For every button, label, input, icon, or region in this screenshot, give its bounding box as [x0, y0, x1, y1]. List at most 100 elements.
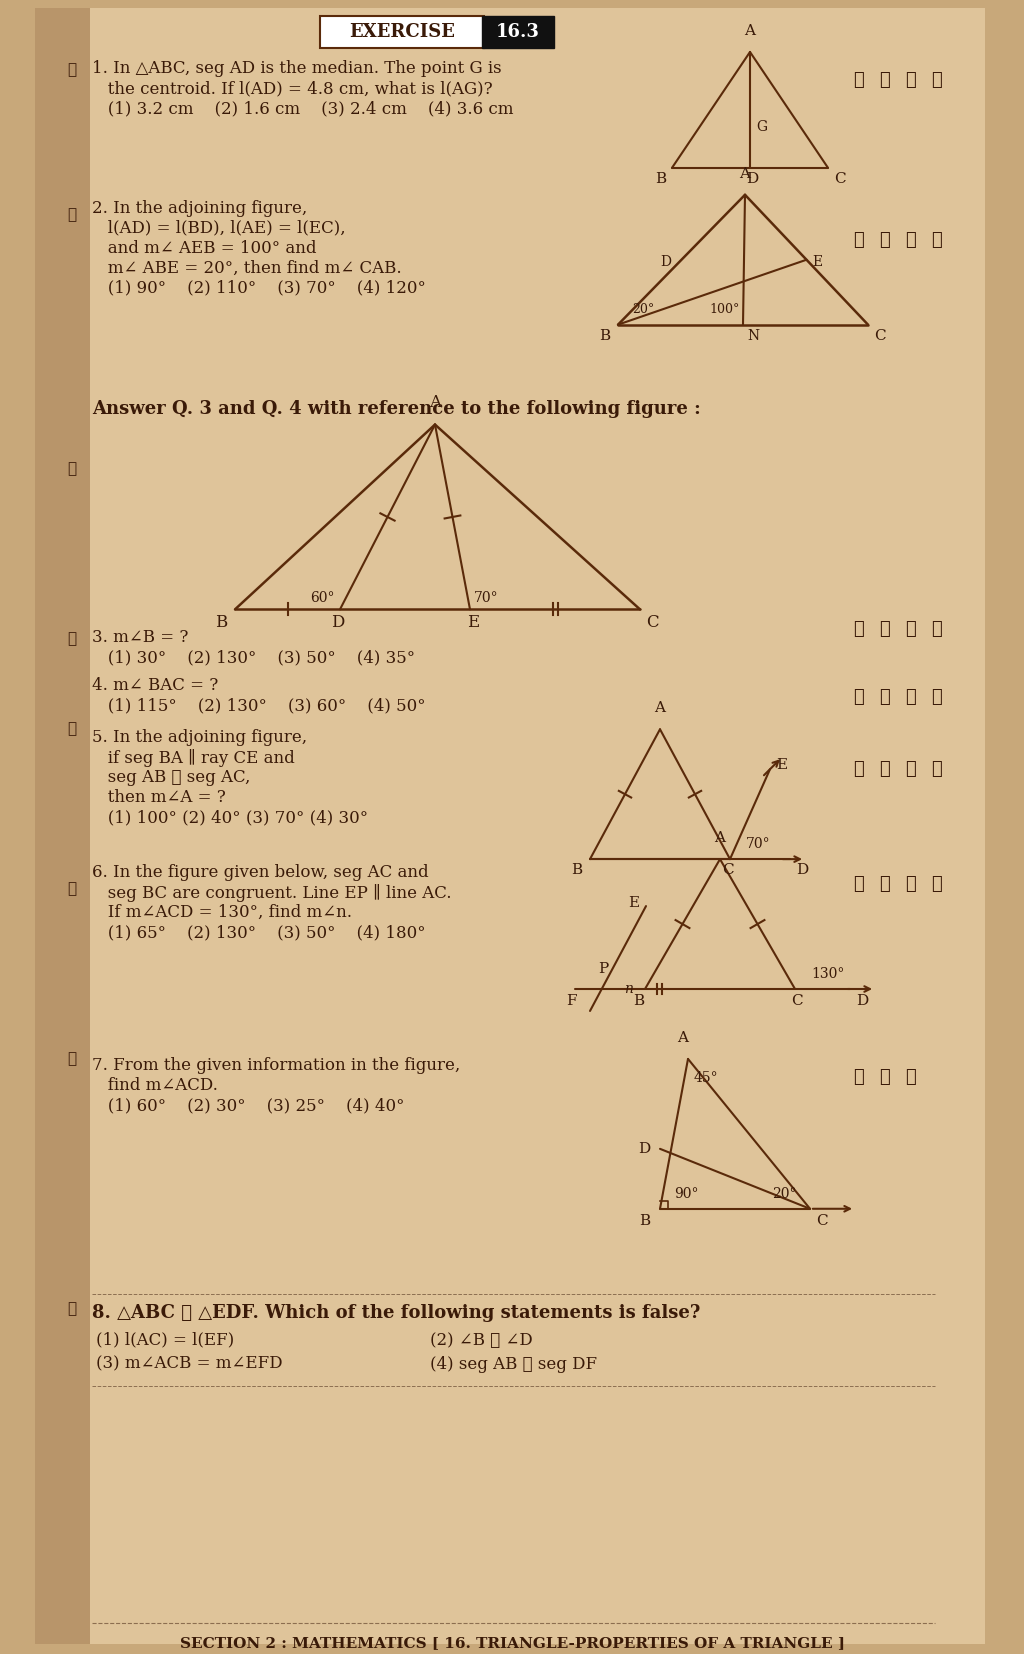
Text: find m∠ACD.: find m∠ACD. [92, 1077, 218, 1093]
Text: 1. In △ABC, seg AD is the median. The point G is: 1. In △ABC, seg AD is the median. The po… [92, 60, 502, 78]
Text: B: B [655, 172, 666, 185]
Text: P: P [598, 963, 608, 976]
Text: ①: ① [853, 875, 863, 893]
Text: (1) l(AC) = l(EF): (1) l(AC) = l(EF) [96, 1331, 234, 1348]
Text: 20°: 20° [772, 1188, 797, 1201]
Text: ④: ④ [68, 723, 77, 736]
FancyBboxPatch shape [482, 17, 554, 48]
Text: B: B [634, 994, 644, 1007]
Text: 5. In the adjoining figure,: 5. In the adjoining figure, [92, 729, 307, 746]
Text: C: C [834, 172, 846, 185]
Text: then m∠A = ?: then m∠A = ? [92, 789, 225, 805]
Text: 6. In the figure given below, seg AC and: 6. In the figure given below, seg AC and [92, 863, 429, 882]
Text: 7. From the given information in the figure,: 7. From the given information in the fig… [92, 1057, 460, 1073]
Text: ④: ④ [931, 232, 941, 248]
Text: 60°: 60° [309, 592, 334, 605]
Text: A: A [678, 1030, 688, 1045]
Text: (2) ∠B ≅ ∠D: (2) ∠B ≅ ∠D [430, 1331, 532, 1348]
Text: A: A [744, 23, 756, 38]
Text: D: D [856, 994, 868, 1007]
Text: B: B [639, 1214, 650, 1227]
Text: F: F [566, 994, 577, 1007]
Text: ③: ③ [904, 71, 915, 89]
Text: 8. △ABC ≅ △EDF. Which of the following statements is false?: 8. △ABC ≅ △EDF. Which of the following s… [92, 1303, 700, 1322]
Text: 90°: 90° [674, 1188, 698, 1201]
Text: E: E [629, 896, 640, 910]
Text: and m∠ AEB = 100° and: and m∠ AEB = 100° and [92, 240, 316, 256]
Text: (1) 90°    (2) 110°    (3) 70°    (4) 120°: (1) 90° (2) 110° (3) 70° (4) 120° [92, 280, 426, 296]
Text: seg AB ≅ seg AC,: seg AB ≅ seg AC, [92, 769, 251, 786]
Text: E: E [467, 614, 479, 632]
Text: ④: ④ [68, 463, 77, 476]
Text: 2. In the adjoining figure,: 2. In the adjoining figure, [92, 200, 307, 217]
Text: the centroid. If l(AD) = 4.8 cm, what is l(AG)?: the centroid. If l(AD) = 4.8 cm, what is… [92, 79, 493, 98]
Text: l(AD) = l(BD), l(AE) = l(EC),: l(AD) = l(BD), l(AE) = l(EC), [92, 220, 346, 237]
Text: If m∠ACD = 130°, find m∠n.: If m∠ACD = 130°, find m∠n. [92, 905, 352, 921]
Text: SECTION 2 : MATHEMATICS [ 16. TRIANGLE-PROPERTIES OF A TRIANGLE ]: SECTION 2 : MATHEMATICS [ 16. TRIANGLE-P… [179, 1636, 845, 1651]
Text: 20°: 20° [632, 303, 654, 316]
Text: ①: ① [853, 761, 863, 779]
Text: ④: ④ [931, 761, 941, 779]
Text: (1) 65°    (2) 130°    (3) 50°    (4) 180°: (1) 65° (2) 130° (3) 50° (4) 180° [92, 925, 426, 941]
Text: ①: ① [853, 71, 863, 89]
Text: (1) 60°    (2) 30°    (3) 25°    (4) 40°: (1) 60° (2) 30° (3) 25° (4) 40° [92, 1097, 404, 1113]
Text: ②: ② [879, 761, 890, 779]
Text: D: D [332, 614, 345, 632]
Text: E: E [776, 758, 787, 772]
Text: ④: ④ [68, 1302, 77, 1315]
Text: N: N [746, 329, 759, 342]
Text: n: n [624, 982, 633, 996]
Text: ④: ④ [68, 882, 77, 896]
Text: ③: ③ [904, 620, 915, 638]
Text: E: E [812, 255, 822, 268]
Text: EXERCISE: EXERCISE [349, 23, 455, 41]
Text: 4. m∠ BAC = ?: 4. m∠ BAC = ? [92, 676, 218, 695]
Text: (1) 100° (2) 40° (3) 70° (4) 30°: (1) 100° (2) 40° (3) 70° (4) 30° [92, 809, 368, 827]
Text: 16.3: 16.3 [496, 23, 540, 41]
Text: ③: ③ [904, 688, 915, 706]
Text: 70°: 70° [746, 837, 771, 852]
Text: ②: ② [879, 232, 890, 248]
Text: ④: ④ [68, 1052, 77, 1065]
Text: D: D [796, 863, 808, 877]
Text: m∠ ABE = 20°, then find m∠ CAB.: m∠ ABE = 20°, then find m∠ CAB. [92, 260, 401, 276]
Text: ①: ① [853, 620, 863, 638]
Text: ④: ④ [68, 632, 77, 647]
Text: ②: ② [879, 875, 890, 893]
Text: A: A [715, 832, 725, 845]
Text: C: C [792, 994, 803, 1007]
Text: seg BC are congruent. Line EP ∥ line AC.: seg BC are congruent. Line EP ∥ line AC. [92, 885, 452, 901]
Text: ②: ② [879, 620, 890, 638]
Text: G: G [756, 121, 767, 134]
Text: (1) 115°    (2) 130°    (3) 60°    (4) 50°: (1) 115° (2) 130° (3) 60° (4) 50° [92, 698, 426, 715]
FancyBboxPatch shape [35, 8, 985, 1644]
Text: ④: ④ [931, 620, 941, 638]
Text: C: C [874, 329, 886, 342]
Text: B: B [570, 863, 582, 877]
Text: ④: ④ [68, 208, 77, 222]
Text: Answer Q. 3 and Q. 4 with reference to the following figure :: Answer Q. 3 and Q. 4 with reference to t… [92, 400, 700, 417]
Text: 3. m∠B = ?: 3. m∠B = ? [92, 630, 188, 647]
FancyBboxPatch shape [319, 17, 484, 48]
Text: D: D [660, 255, 672, 268]
Text: ③: ③ [904, 761, 915, 779]
Text: A: A [429, 394, 441, 410]
Text: (4) seg AB ≅ seg DF: (4) seg AB ≅ seg DF [430, 1356, 597, 1373]
Text: D: D [638, 1141, 650, 1156]
Text: C: C [646, 614, 658, 632]
Text: A: A [739, 167, 751, 180]
Text: ④: ④ [68, 63, 77, 78]
Text: ③: ③ [904, 232, 915, 248]
Text: ①: ① [853, 688, 863, 706]
Text: B: B [215, 614, 227, 632]
Polygon shape [35, 8, 90, 1644]
Text: C: C [816, 1214, 827, 1227]
Text: ②: ② [879, 1068, 890, 1087]
Text: ②: ② [879, 688, 890, 706]
Text: (3) m∠ACB = m∠EFD: (3) m∠ACB = m∠EFD [96, 1356, 283, 1373]
Text: 45°: 45° [694, 1070, 719, 1085]
Text: D: D [745, 172, 758, 185]
Text: ③: ③ [904, 1068, 915, 1087]
Text: 130°: 130° [811, 968, 845, 981]
Text: 100°: 100° [709, 303, 739, 316]
